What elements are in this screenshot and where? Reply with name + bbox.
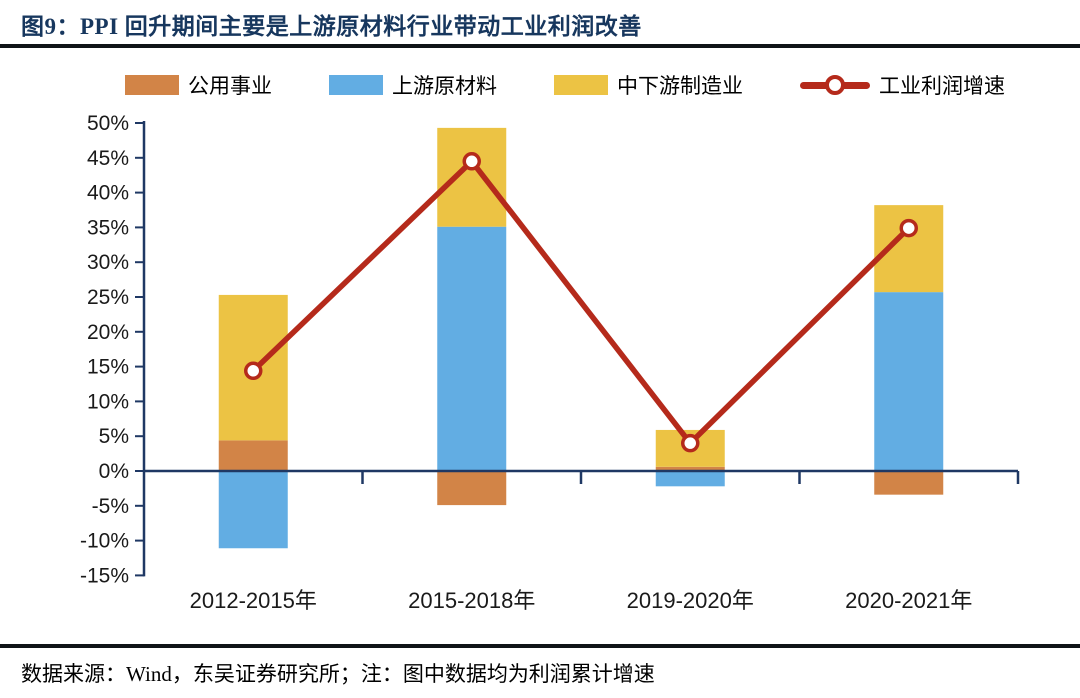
y-axis-tick-label: 40% <box>87 182 129 205</box>
legend: 公用事业 上游原材料 中下游制造业 工业利润增速 <box>125 70 1005 100</box>
legend-item-3: 中下游制造业 <box>554 70 743 100</box>
x-axis-category-label: 2015-2018年 <box>408 588 535 613</box>
y-axis-tick-label: 15% <box>87 356 129 379</box>
bar-segment <box>437 471 507 506</box>
bar-segment <box>437 127 507 227</box>
profit-growth-line <box>250 158 912 446</box>
chart-title: 图9：PPI 回升期间主要是上游原材料行业带动工业利润改善 <box>21 14 642 39</box>
x-axis-category-label: 2020-2021年 <box>845 588 972 613</box>
bar-segment <box>218 471 288 549</box>
legend-item-4: 工业利润增速 <box>800 70 1005 100</box>
y-axis-tick-label: 0% <box>99 460 129 483</box>
y-axis-tick-label: -10% <box>80 530 129 553</box>
legend-label: 工业利润增速 <box>879 74 1005 98</box>
legend-swatch-icon <box>554 75 608 95</box>
legend-circle-icon <box>825 75 845 95</box>
line-marker <box>462 152 481 171</box>
y-axis-tick-label: 35% <box>87 216 129 239</box>
legend-label: 中下游制造业 <box>617 74 743 98</box>
legend-label: 上游原材料 <box>392 74 497 98</box>
legend-label: 公用事业 <box>188 74 272 98</box>
y-axis-tick-label: 10% <box>87 390 129 413</box>
line-marker <box>899 218 918 238</box>
legend-item-2: 上游原材料 <box>329 70 497 100</box>
y-axis-tick-label: 45% <box>87 147 129 170</box>
bar-segment <box>655 471 725 487</box>
footer-divider <box>0 644 1080 648</box>
bar-segment <box>874 471 944 495</box>
legend-item-1: 公用事业 <box>125 70 272 100</box>
x-axis-category-label: 2019-2020年 <box>627 588 754 613</box>
y-axis-tick-label: -15% <box>80 564 129 587</box>
bar-segment <box>218 440 288 471</box>
legend-swatch-icon <box>125 75 179 95</box>
line-marker <box>681 433 700 453</box>
line-marker <box>244 361 263 381</box>
y-axis-tick-label: -5% <box>92 495 129 518</box>
y-axis-tick-label: 25% <box>87 286 129 309</box>
source-note: 数据来源：Wind，东吴证券研究所；注：图中数据均为利润累计增速 <box>21 662 655 686</box>
y-axis-tick-label: 5% <box>99 425 129 448</box>
bar-segment <box>874 292 944 471</box>
legend-line-marker-icon <box>800 75 870 95</box>
y-axis-tick-label: 50% <box>87 112 129 135</box>
y-axis-tick-label: 20% <box>87 321 129 344</box>
legend-swatch-icon <box>329 75 383 95</box>
y-axis-tick-label: 30% <box>87 251 129 274</box>
bar-segment <box>437 226 507 471</box>
title-divider <box>0 44 1080 48</box>
bar-segment <box>655 466 725 471</box>
x-axis-category-label: 2012-2015年 <box>190 588 317 613</box>
